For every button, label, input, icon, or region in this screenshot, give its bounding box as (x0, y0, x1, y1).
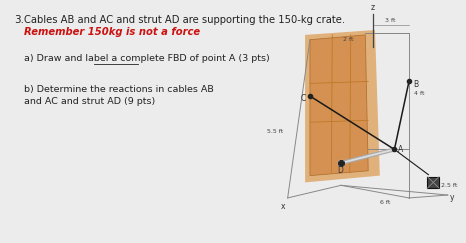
Text: 6 ft: 6 ft (379, 200, 390, 205)
Text: 2 ft: 2 ft (343, 37, 353, 42)
Text: C: C (301, 94, 306, 103)
Text: 4 ft: 4 ft (414, 91, 425, 95)
Text: 3.: 3. (14, 16, 24, 26)
Text: 2.5 ft: 2.5 ft (441, 183, 457, 188)
Text: Cables AB and AC and strut AD are supporting the 150-kg crate.: Cables AB and AC and strut AD are suppor… (24, 16, 345, 26)
Text: 5.5 ft: 5.5 ft (267, 130, 283, 134)
Polygon shape (305, 30, 380, 182)
Text: Remember 150kg is not a force: Remember 150kg is not a force (24, 27, 200, 37)
Text: D: D (337, 166, 343, 175)
Text: and AC and strut AD (9 pts): and AC and strut AD (9 pts) (24, 97, 155, 106)
Text: y: y (450, 193, 454, 202)
Text: A: A (398, 145, 404, 154)
Text: 3 ft: 3 ft (385, 18, 396, 23)
Bar (427, 177, 439, 188)
Text: b) Determine the reactions in cables AB: b) Determine the reactions in cables AB (24, 85, 213, 94)
Text: a) Draw and label a complete FBD of point A (3 pts): a) Draw and label a complete FBD of poin… (24, 54, 269, 63)
Text: B: B (413, 79, 418, 88)
Polygon shape (310, 35, 368, 176)
Text: z: z (371, 3, 375, 12)
Text: x: x (281, 202, 286, 211)
